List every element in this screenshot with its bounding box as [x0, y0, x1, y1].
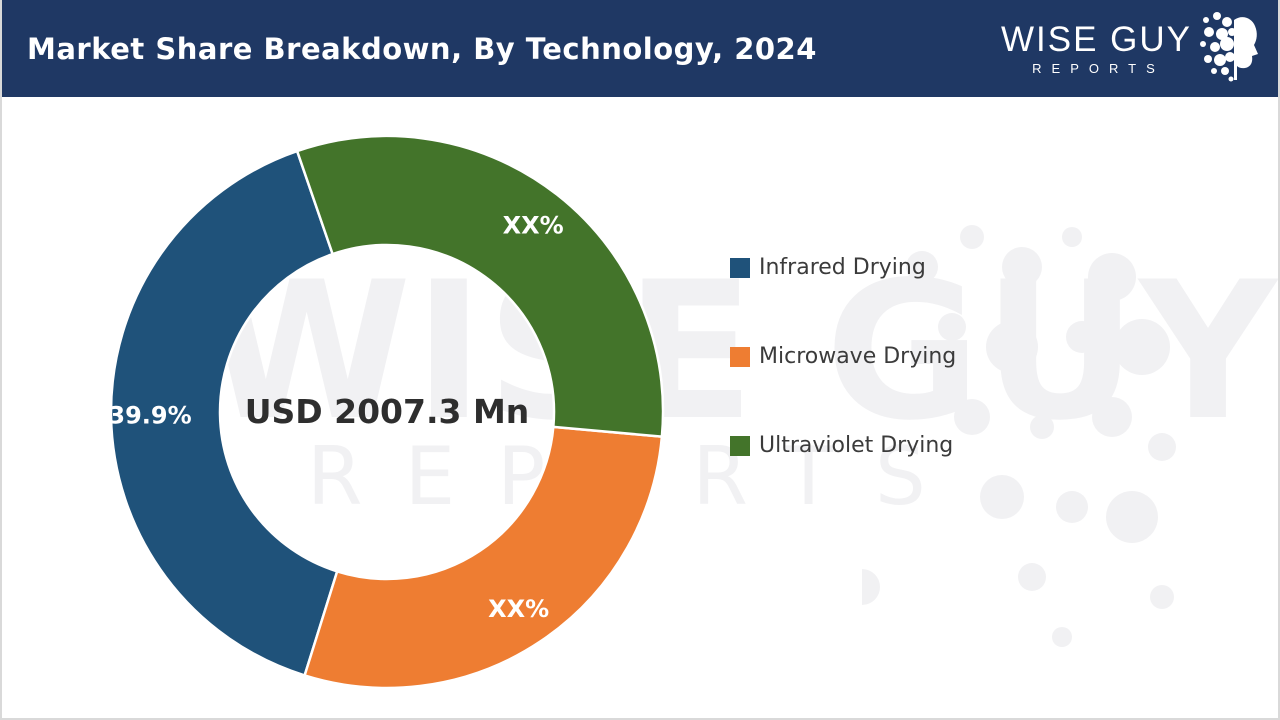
donut-slice-infrared-drying	[109, 149, 339, 677]
legend-swatch-infrared-drying	[730, 257, 750, 278]
legend: Infrared Drying Microwave Drying Ultravi…	[730, 255, 956, 458]
donut-slice-microwave-drying	[303, 425, 664, 690]
logo-subtext: REPORTS	[1032, 61, 1165, 76]
legend-label-infrared-drying: Infrared Drying	[759, 255, 926, 280]
slice-value-label: XX%	[503, 211, 564, 239]
watermark-dots	[862, 225, 1176, 647]
legend-label-ultraviolet-drying: Ultraviolet Drying	[759, 433, 954, 458]
logo-wordmark: WISE GUY	[1000, 20, 1192, 59]
center-value-label: USD 2007.3 Mn	[245, 392, 530, 431]
donut-slice-ultraviolet-drying	[295, 134, 665, 438]
brand-logo-text: WISE GUY REPORTS	[1001, 22, 1192, 75]
page-title: Market Share Breakdown, By Technology, 2…	[27, 31, 817, 66]
legend-swatch-microwave-drying	[730, 346, 750, 367]
legend-label-microwave-drying: Microwave Drying	[759, 344, 957, 369]
dotted-head-profile-icon	[1200, 11, 1258, 81]
slice-value-label: XX%	[488, 595, 549, 623]
legend-item-ultraviolet-drying: Ultraviolet Drying	[730, 433, 956, 458]
header: Market Share Breakdown, By Technology, 2…	[2, 0, 1278, 97]
slice-value-label: 39.9%	[108, 401, 191, 429]
donut-chart: 39.9% XX% XX% USD 2007.3 Mn	[108, 134, 665, 690]
legend-item-infrared-drying: Infrared Drying	[730, 255, 956, 280]
legend-item-microwave-drying: Microwave Drying	[730, 344, 956, 369]
legend-swatch-ultraviolet-drying	[730, 435, 750, 456]
brand-logo: WISE GUY REPORTS	[1001, 10, 1260, 88]
